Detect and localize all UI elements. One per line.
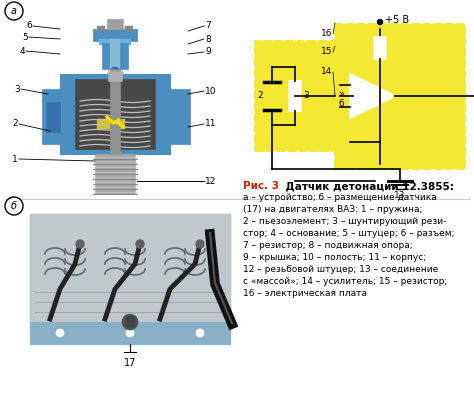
Bar — [289, 81, 301, 111]
Circle shape — [196, 240, 204, 248]
Text: 12 – резьбовой штуцер; 13 – соединение: 12 – резьбовой штуцер; 13 – соединение — [243, 265, 438, 274]
Text: 16: 16 — [320, 30, 332, 38]
Text: (17) на двигателях ВАЗ: 1 – пружина;: (17) на двигателях ВАЗ: 1 – пружина; — [243, 205, 422, 214]
Text: а: а — [11, 6, 17, 16]
Circle shape — [76, 240, 84, 248]
Bar — [125, 26, 133, 31]
Text: 7 – резистор; 8 – подвижная опора;: 7 – резистор; 8 – подвижная опора; — [243, 241, 413, 250]
Text: б: б — [11, 201, 17, 211]
Bar — [30, 214, 230, 324]
Text: 2: 2 — [12, 119, 18, 128]
Bar — [108, 71, 122, 81]
Bar — [99, 39, 131, 45]
Bar — [255, 41, 335, 151]
Bar — [97, 26, 105, 31]
Bar — [46, 102, 60, 132]
Text: 2 – пьезоэлемент; 3 – шунтирующий рези-: 2 – пьезоэлемент; 3 – шунтирующий рези- — [243, 217, 447, 226]
Text: 16 – электрическая плата: 16 – электрическая плата — [243, 289, 367, 298]
Text: 5: 5 — [22, 32, 28, 41]
Text: 8: 8 — [205, 34, 211, 43]
Circle shape — [5, 2, 23, 20]
Bar — [93, 29, 137, 41]
Bar — [126, 316, 134, 326]
Circle shape — [196, 329, 204, 337]
Text: 3: 3 — [14, 85, 20, 93]
Bar — [30, 214, 230, 344]
Text: 10: 10 — [205, 87, 217, 95]
Circle shape — [122, 314, 138, 330]
Text: 14: 14 — [320, 67, 332, 77]
Circle shape — [136, 240, 144, 248]
Circle shape — [377, 20, 383, 24]
Text: 11: 11 — [205, 119, 217, 128]
Text: 1: 1 — [12, 154, 18, 164]
Bar — [110, 39, 120, 74]
Bar — [170, 89, 190, 144]
Text: стор; 4 – основание; 5 – штуцер; 6 – разъем;: стор; 4 – основание; 5 – штуцер; 6 – раз… — [243, 229, 455, 238]
Bar — [95, 154, 135, 194]
Text: +5 В: +5 В — [385, 15, 409, 25]
Circle shape — [56, 329, 64, 337]
Circle shape — [5, 197, 23, 215]
Bar — [75, 79, 155, 149]
Text: 6: 6 — [26, 22, 32, 30]
Bar — [102, 43, 128, 69]
Text: 9: 9 — [205, 47, 211, 57]
Text: 9 – крышка; 10 – полость; 11 – корпус;: 9 – крышка; 10 – полость; 11 – корпус; — [243, 253, 426, 262]
Text: 6: 6 — [338, 99, 344, 109]
Text: »: » — [338, 89, 344, 99]
Text: 2: 2 — [257, 91, 263, 101]
Bar — [107, 19, 123, 29]
Text: с «массой»; 14 – усилитель; 15 – резистор;: с «массой»; 14 – усилитель; 15 – резисто… — [243, 277, 447, 286]
Text: а – устройство; б – размещение датчика: а – устройство; б – размещение датчика — [243, 193, 437, 202]
Text: 13: 13 — [394, 190, 406, 200]
Text: Рис. 3: Рис. 3 — [243, 181, 279, 191]
Bar — [374, 37, 386, 59]
Bar — [97, 119, 125, 129]
Bar — [110, 69, 120, 154]
Text: 3: 3 — [303, 91, 309, 101]
Bar — [30, 322, 230, 344]
Circle shape — [110, 67, 120, 77]
Polygon shape — [350, 74, 395, 118]
Bar — [42, 89, 62, 144]
Text: 7: 7 — [205, 22, 211, 30]
Text: 15: 15 — [320, 47, 332, 57]
Text: 12: 12 — [205, 176, 216, 186]
Bar — [335, 24, 465, 169]
Text: 17: 17 — [124, 358, 136, 368]
Text: Датчик детонации 12.3855:: Датчик детонации 12.3855: — [271, 181, 454, 191]
Bar — [60, 74, 170, 154]
Text: 4: 4 — [19, 47, 25, 55]
Circle shape — [126, 329, 134, 337]
